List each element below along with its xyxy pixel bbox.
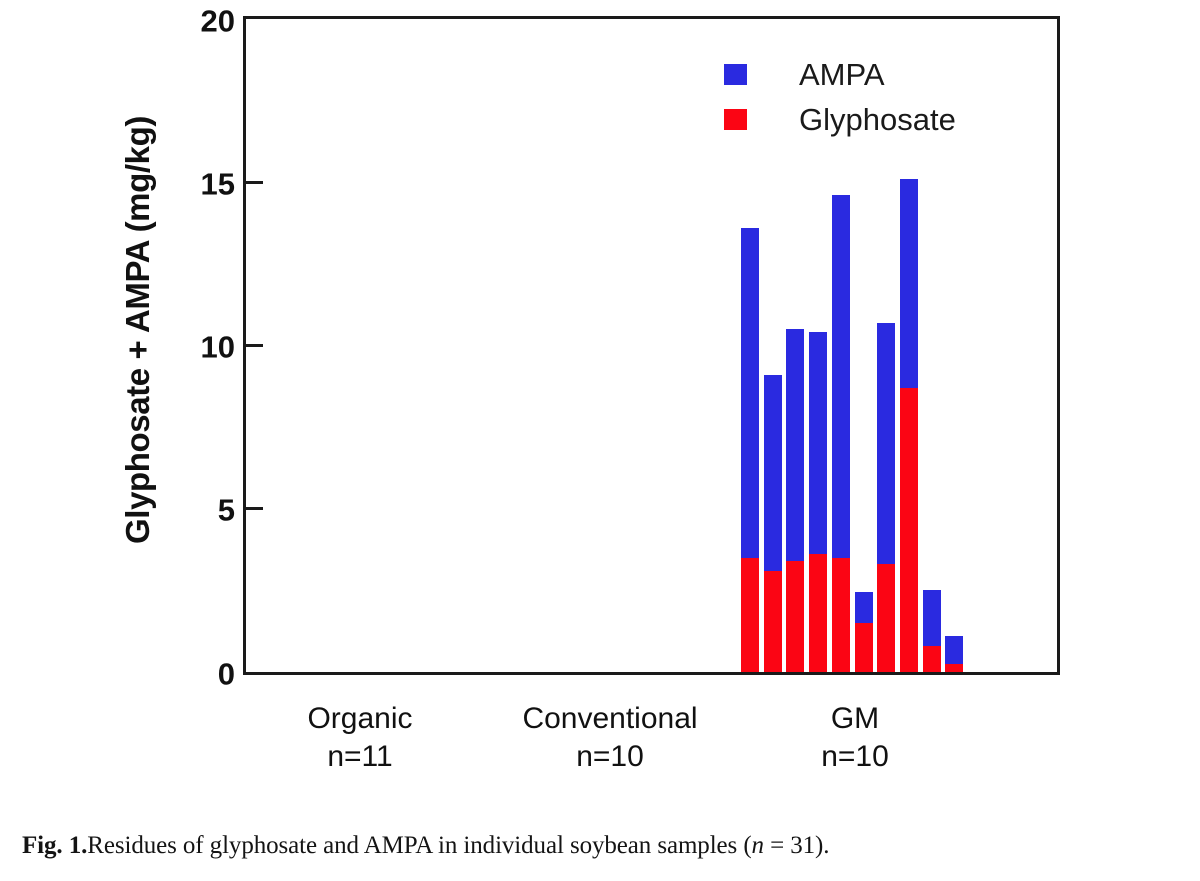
bar-segment-glyphosate [763, 570, 782, 672]
bar-segment-ampa [922, 590, 941, 646]
bar-segment-glyphosate [854, 623, 873, 672]
bar-segment-glyphosate [922, 645, 941, 672]
group-label-gm: GM n=10 [760, 700, 950, 777]
bar-segment-ampa [763, 374, 782, 571]
bar-segment-glyphosate [786, 561, 805, 672]
caption-figure-number: Fig. 1. [22, 832, 88, 859]
bars-layer [246, 19, 1057, 672]
caption-body: Residues of glyphosate and AMPA in indiv… [87, 832, 752, 859]
y-tick-label-5: 5 [217, 492, 235, 528]
group-n-conventional: n=10 [576, 740, 644, 774]
legend-item-ampa: AMPA [724, 59, 956, 90]
bar-gm-4 [809, 332, 828, 672]
bar-segment-ampa [945, 636, 964, 664]
legend-label-glyphosate: Glyphosate [799, 102, 956, 137]
bar-segment-glyphosate [899, 387, 918, 672]
group-name-organic: Organic [307, 702, 413, 735]
group-n-organic: n=11 [327, 740, 393, 774]
bar-segment-ampa [877, 322, 896, 565]
bar-segment-glyphosate [945, 663, 964, 672]
group-n-gm: n=10 [821, 740, 889, 774]
group-name-gm: GM [830, 702, 880, 735]
bar-segment-glyphosate [831, 557, 850, 672]
bar-segment-ampa [809, 332, 828, 555]
group-label-organic: Organic n=11 [260, 700, 460, 777]
y-axis-title: Glyphosate + AMPA (mg/kg) [119, 116, 156, 544]
y-tick-label-10: 10 [200, 329, 235, 365]
bar-gm-6 [854, 592, 873, 672]
y-tick-label-0: 0 [217, 656, 235, 691]
group-label-conventional: Conventional n=10 [480, 700, 740, 777]
bar-gm-9 [922, 590, 941, 672]
red-square-swatch-icon [724, 109, 747, 130]
figure-caption: Fig. 1.Residues of glyphosate and AMPA i… [22, 832, 1182, 860]
legend-label-ampa: AMPA [799, 57, 885, 92]
legend-item-glyphosate: Glyphosate [724, 104, 956, 135]
bar-segment-ampa [899, 179, 918, 388]
bar-segment-ampa [854, 592, 873, 624]
caption-n-value: = 31). [763, 832, 830, 859]
bar-segment-glyphosate [809, 554, 828, 672]
caption-n-symbol: n [751, 832, 765, 859]
bar-gm-2 [763, 374, 782, 672]
y-tick-15: 15 [201, 168, 263, 199]
y-tick-5: 5 [218, 495, 263, 526]
chart-legend: AMPA Glyphosate [724, 59, 956, 135]
bar-segment-glyphosate [877, 564, 896, 672]
y-tick-10: 10 [201, 332, 263, 363]
bar-gm-1 [741, 227, 759, 672]
bar-gm-8 [899, 179, 918, 672]
bar-segment-ampa [786, 329, 805, 561]
group-name-conventional: Conventional [522, 702, 698, 735]
bar-segment-ampa [831, 195, 850, 558]
blue-square-swatch-icon [724, 64, 747, 85]
plot-area: 0 5 10 15 20 AMPA Glyphosate [201, 5, 1060, 689]
y-tick-label-20: 20 [200, 3, 235, 38]
bar-gm-3 [786, 329, 805, 672]
bar-gm-5 [831, 195, 850, 672]
bar-segment-glyphosate [741, 557, 759, 672]
bar-gm-7 [877, 322, 896, 672]
y-tick-label-15: 15 [200, 166, 235, 202]
bar-segment-ampa [741, 227, 759, 558]
bar-gm-10 [945, 636, 964, 672]
